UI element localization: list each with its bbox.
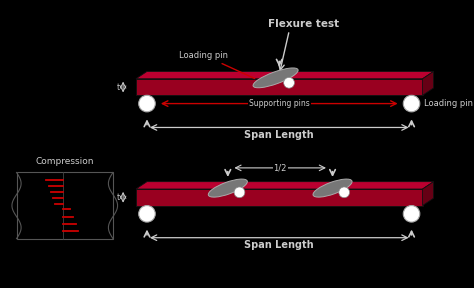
Circle shape [403, 95, 420, 112]
Ellipse shape [208, 179, 247, 197]
Circle shape [139, 95, 155, 112]
Polygon shape [422, 182, 434, 206]
Polygon shape [136, 182, 434, 189]
Bar [136, 189, 422, 206]
Ellipse shape [253, 68, 298, 88]
Text: Compression: Compression [35, 157, 93, 166]
Text: t: t [117, 193, 120, 202]
Text: Flexure test: Flexure test [268, 19, 339, 29]
Ellipse shape [313, 179, 352, 197]
Circle shape [139, 206, 155, 222]
Text: 1/2: 1/2 [273, 163, 287, 173]
Circle shape [339, 187, 349, 198]
Text: Span Length: Span Length [245, 240, 314, 251]
Polygon shape [422, 71, 434, 95]
Text: Loading pin: Loading pin [179, 51, 255, 79]
Polygon shape [136, 71, 434, 79]
Circle shape [283, 77, 294, 88]
Text: Loading pin: Loading pin [424, 99, 474, 108]
Bar [136, 79, 422, 95]
Text: Supporting pins: Supporting pins [249, 99, 310, 108]
Text: Span Length: Span Length [245, 130, 314, 140]
Circle shape [403, 206, 420, 222]
Circle shape [234, 187, 245, 198]
Bar [17, 173, 113, 239]
Text: t: t [117, 83, 120, 92]
